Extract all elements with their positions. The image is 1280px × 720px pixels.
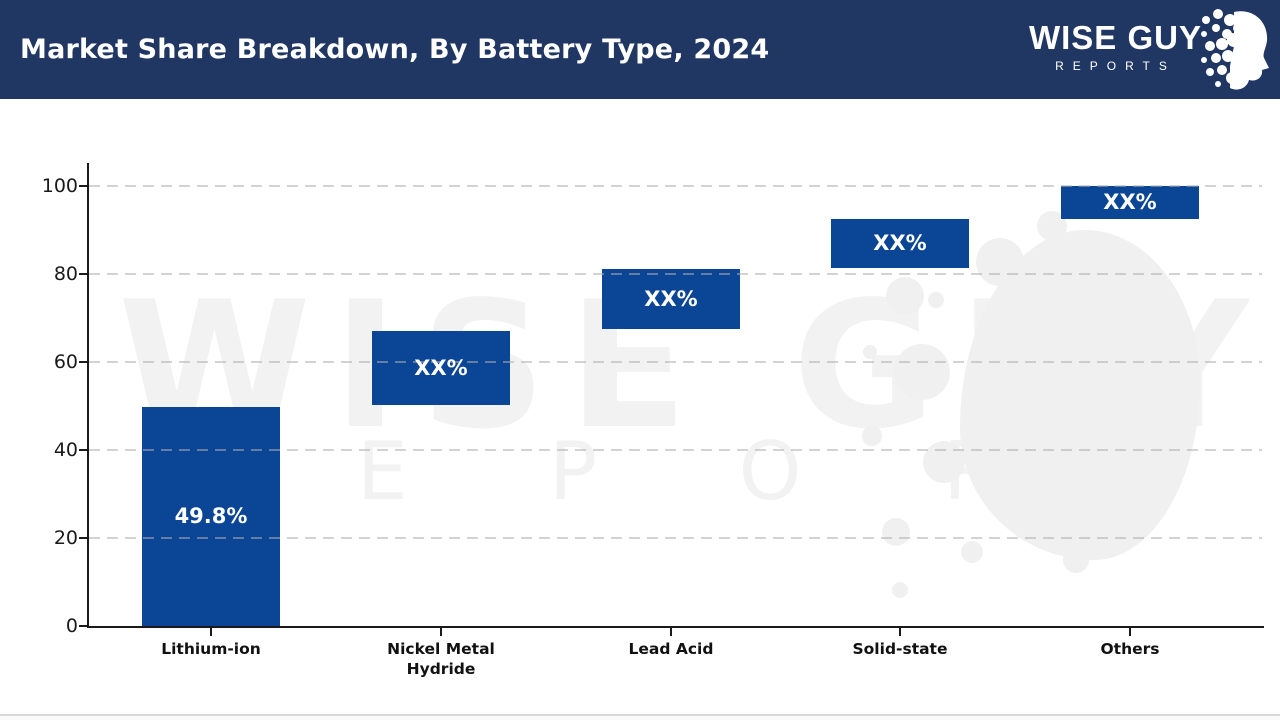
y-tick-label-40: 40: [53, 439, 78, 461]
gridline-40: [89, 449, 1262, 451]
y-axis-line: [87, 163, 89, 628]
page-title: Market Share Breakdown, By Battery Type,…: [20, 34, 770, 65]
gridline-20: [89, 537, 1262, 539]
bar-others: [1061, 186, 1199, 219]
y-tick-label-100: 100: [41, 175, 78, 197]
x-axis-line: [87, 626, 1264, 628]
y-tick-label-0: 0: [65, 615, 78, 637]
bar-value-label: XX%: [1103, 190, 1157, 215]
x-tick-mark: [899, 628, 901, 636]
logo-reports-label: REPORTS: [1055, 59, 1176, 73]
bar-value-label: XX%: [414, 356, 468, 381]
bar-value-label: 49.8%: [174, 504, 248, 529]
y-tick-mark-100: [79, 185, 88, 187]
y-tick-label-20: 20: [53, 527, 78, 549]
bar-nickel-metal-hydride: [372, 331, 510, 406]
logo-face-icon: [1201, 9, 1269, 90]
y-tick-label-80: 80: [53, 263, 78, 285]
bar-value-label: XX%: [644, 287, 698, 312]
x-tick-mark: [440, 628, 442, 636]
bottom-margin: [0, 716, 1280, 720]
category-label-solid-state: Solid-state: [852, 640, 948, 658]
logo-text: WISE GUY REPORTS: [1028, 19, 1202, 74]
y-tick-mark-80: [79, 273, 88, 275]
bottom-divider: [0, 714, 1280, 716]
x-tick-mark: [1129, 628, 1131, 636]
category-label-lithium-ion: Lithium-ion: [161, 640, 261, 658]
category-label-lead-acid: Lead Acid: [628, 640, 714, 658]
y-tick-mark-20: [79, 537, 88, 539]
x-tick-mark: [210, 628, 212, 636]
category-label-others: Others: [1100, 640, 1160, 658]
gridline-100: [89, 185, 1262, 187]
gridline-80: [89, 273, 1262, 275]
logo-wordmark: WISE GUY: [1028, 19, 1202, 56]
bar-value-label: XX%: [873, 231, 927, 256]
gridline-60: [89, 361, 1262, 363]
category-label-nickel-metal-hydride: Nickel Metal Hydride: [387, 640, 495, 678]
y-tick-mark-40: [79, 449, 88, 451]
y-tick-label-60: 60: [53, 351, 78, 373]
y-tick-mark-60: [79, 361, 88, 363]
header-banner: Market Share Breakdown, By Battery Type,…: [0, 0, 1280, 99]
x-tick-mark: [670, 628, 672, 636]
y-tick-mark-0: [79, 625, 88, 627]
bar-lithium-ion: [142, 406, 280, 626]
wise-guy-logo: WISE GUY REPORTS: [1022, 0, 1272, 99]
bar-lead-acid: [602, 269, 740, 329]
